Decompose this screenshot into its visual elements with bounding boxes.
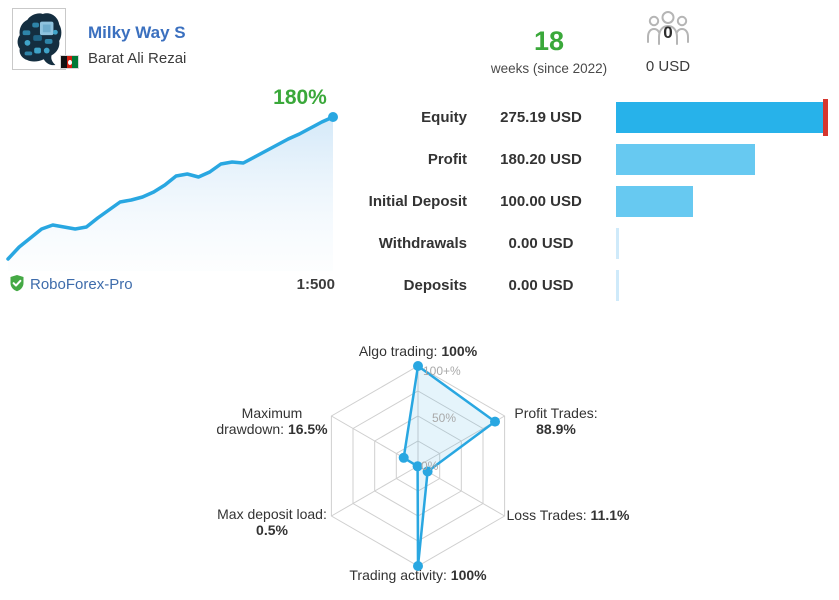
radar-label-line: drawdown: 16.5% bbox=[216, 420, 328, 437]
account-row-bar bbox=[616, 228, 619, 259]
account-row-value: 0.00 USD bbox=[508, 235, 574, 252]
signal-name[interactable]: Milky Way S bbox=[88, 23, 186, 42]
radar-label-line: Algo trading: 100% bbox=[358, 343, 478, 359]
subscribers-icon: 0 bbox=[647, 11, 689, 45]
radar-label-loss-trades: Loss Trades: 11.1% bbox=[500, 507, 636, 524]
table-row: Equity 275.19 USD bbox=[0, 97, 839, 139]
radar-label-profit-trades: Profit Trades: 88.9% bbox=[494, 405, 618, 437]
radar-label-line: 0.5% bbox=[256, 521, 288, 538]
table-row: Initial Deposit 100.00 USD bbox=[0, 181, 839, 223]
radar-label-max-deposit-load: Max deposit load: 0.5% bbox=[198, 506, 346, 538]
afghanistan-flag-icon bbox=[61, 56, 79, 68]
ring-label: 100+% bbox=[423, 364, 461, 378]
account-row-bar bbox=[616, 186, 694, 217]
verified-shield-icon bbox=[10, 275, 24, 292]
account-row-label: Equity bbox=[421, 109, 467, 126]
account-row-bar bbox=[616, 99, 828, 136]
account-row-label: Initial Deposit bbox=[368, 193, 467, 210]
table-row: Withdrawals 0.00 USD bbox=[0, 223, 839, 265]
account-row-value: 180.20 USD bbox=[500, 151, 582, 168]
radar-label-line: Profit Trades: bbox=[514, 405, 598, 421]
ring-label: 50% bbox=[432, 411, 456, 425]
radar-label-trading-activity: Trading activity: 100% bbox=[318, 567, 518, 584]
account-row-label: Profit bbox=[427, 151, 467, 168]
broker-link[interactable]: RoboForex-Pro bbox=[30, 276, 133, 293]
radar-label-line: Maximum bbox=[241, 405, 303, 421]
table-row: Deposits 0.00 USD bbox=[0, 265, 839, 307]
leverage-value: 1:500 bbox=[296, 276, 335, 293]
account-row-bar bbox=[616, 144, 755, 175]
growth-percent-label: 180% bbox=[273, 86, 327, 109]
radar-label-maximum-drawdown: Maximum drawdown: 16.5% bbox=[198, 405, 346, 437]
account-row-label: Withdrawals bbox=[378, 235, 467, 252]
subscribers-count: 0 bbox=[663, 23, 672, 42]
account-row-label: Deposits bbox=[403, 277, 467, 294]
weeks-count: 18 bbox=[533, 26, 565, 56]
weeks-caption: weeks (since 2022) bbox=[490, 61, 608, 76]
radar-label-line: Max deposit load: bbox=[217, 506, 327, 522]
account-row-value: 0.00 USD bbox=[508, 277, 574, 294]
growth-endpoint bbox=[328, 112, 338, 122]
radar-label-algo-trading: Algo trading: 100% bbox=[318, 343, 518, 360]
growth-line-chart bbox=[6, 112, 338, 271]
table-row: Profit 180.20 USD bbox=[0, 139, 839, 181]
author-name: Barat Ali Rezai bbox=[88, 50, 187, 67]
avatar[interactable] bbox=[12, 8, 66, 70]
radar-label-line: Loss Trades: 11.1% bbox=[506, 507, 630, 523]
growth-line bbox=[6, 115, 335, 261]
ring-label: 0% bbox=[421, 459, 439, 473]
account-row-value: 100.00 USD bbox=[500, 193, 582, 210]
brain-avatar-image bbox=[17, 13, 62, 66]
subscribers-price: 0 USD bbox=[645, 58, 691, 75]
radar-label-line: Trading activity: 100% bbox=[349, 567, 487, 583]
radar-label-line: 88.9% bbox=[536, 420, 576, 437]
account-row-bar bbox=[616, 270, 619, 301]
radar-chart: 0% 50% 100+% bbox=[330, 361, 506, 571]
equity-max-marker bbox=[823, 99, 828, 136]
account-row-value: 275.19 USD bbox=[500, 109, 582, 126]
growth-area bbox=[8, 117, 333, 271]
